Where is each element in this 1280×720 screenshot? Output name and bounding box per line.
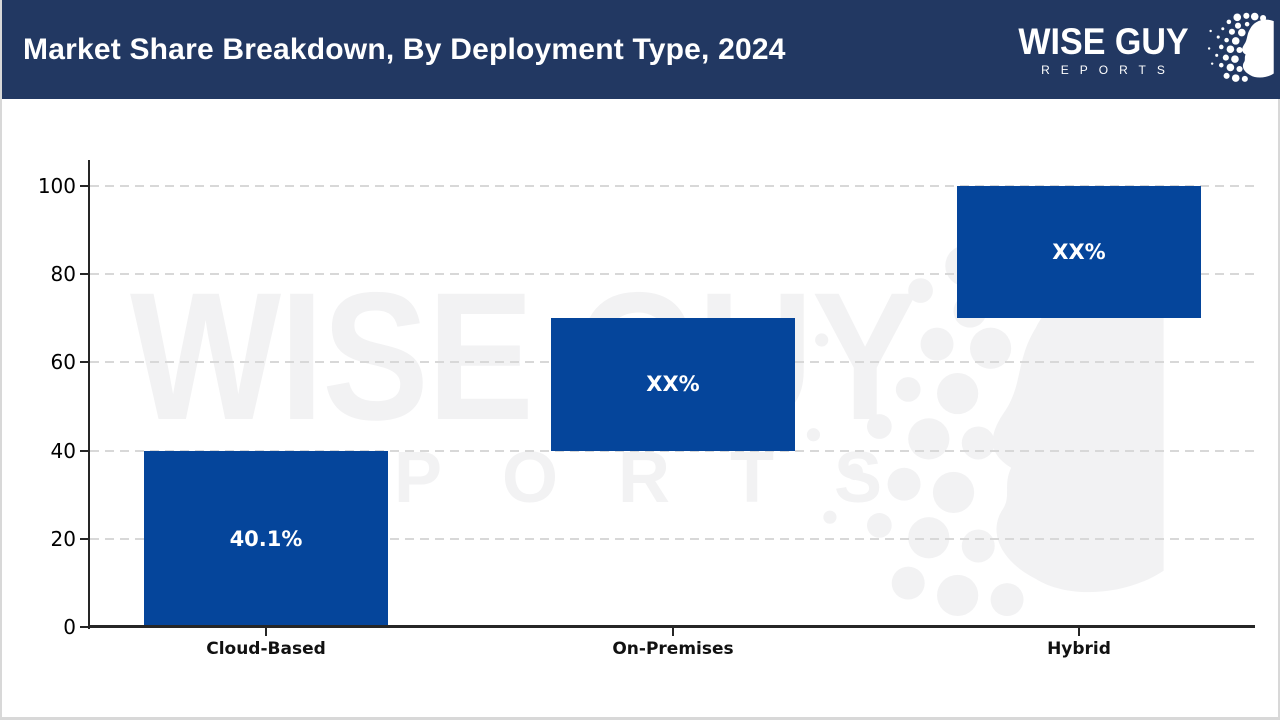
logo-text: WISE GUY REPORTS <box>1011 23 1196 76</box>
gridline <box>90 185 1255 187</box>
gridline <box>90 537 1255 540</box>
x-tick-label: Hybrid <box>1047 639 1111 659</box>
y-axis-spine <box>88 160 90 629</box>
x-tick-label: Cloud-Based <box>206 639 326 659</box>
gridline <box>90 273 1255 276</box>
y-tick-label: 60 <box>50 350 76 375</box>
x-axis-spine <box>88 625 1255 628</box>
logo-wordmark: WISE GUY <box>1018 21 1189 62</box>
x-tick-label: On-Premises <box>612 639 734 659</box>
bar-value-label: XX% <box>646 372 700 397</box>
bar-on-premises: XX% <box>551 318 795 451</box>
x-tick-mark <box>672 628 674 636</box>
y-tick-label: 0 <box>63 615 76 639</box>
y-tick-mark <box>80 273 88 276</box>
y-tick-mark <box>80 449 88 452</box>
y-tick-mark <box>80 626 88 628</box>
page-title: Market Share Breakdown, By Deployment Ty… <box>23 32 786 66</box>
bar-cloud-based: 40.1% <box>144 450 388 627</box>
face-profile-dots-icon <box>1207 12 1274 82</box>
y-tick-mark <box>80 185 88 187</box>
wise-guy-reports-logo: WISE GUY REPORTS <box>1011 7 1280 93</box>
y-tick-label: 40 <box>50 438 76 463</box>
gridline <box>90 449 1255 452</box>
x-tick-mark <box>265 628 267 636</box>
y-tick-mark <box>80 361 88 364</box>
y-tick-mark <box>80 537 88 540</box>
bar-hybrid: XX% <box>957 186 1201 319</box>
header: Market Share Breakdown, By Deployment Ty… <box>2 0 1280 99</box>
logo-subtitle: REPORTS <box>1041 63 1176 77</box>
y-tick-label: 80 <box>50 262 76 287</box>
bar-value-label: XX% <box>1052 240 1106 265</box>
x-tick-mark <box>1078 628 1080 636</box>
bar-value-label: 40.1% <box>229 526 303 551</box>
y-tick-label: 100 <box>37 174 76 198</box>
y-tick-label: 20 <box>50 526 76 551</box>
